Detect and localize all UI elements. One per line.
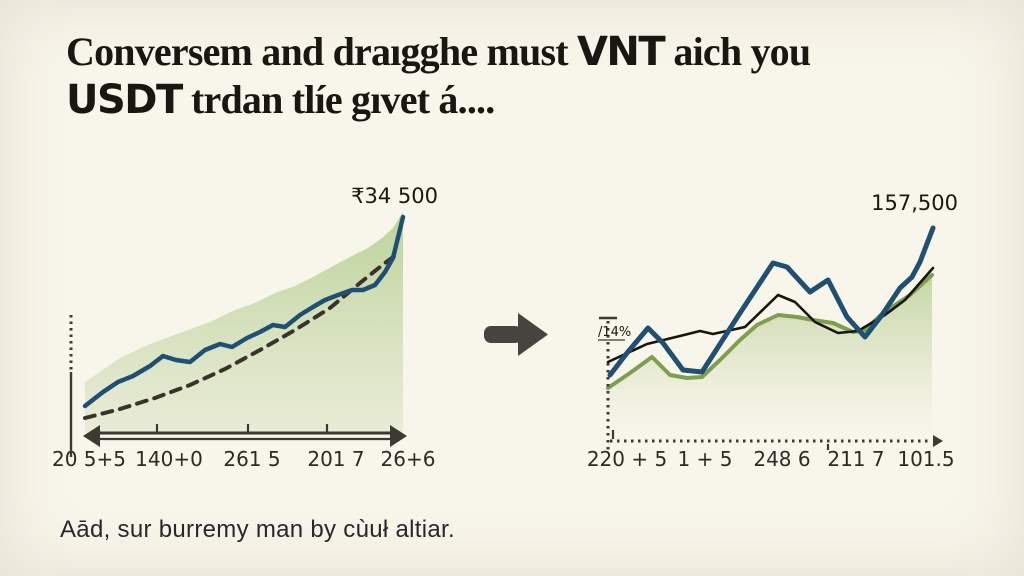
title-line-1: Conversem and draıgghe must VNT aich you xyxy=(66,29,811,75)
transform-arrow-icon xyxy=(484,313,548,356)
y-axis-annotation: /14% xyxy=(598,325,631,340)
right-chart-green-line xyxy=(606,273,934,390)
x-axis-label: 20 5+5 xyxy=(52,447,126,471)
left-chart-green-area xyxy=(85,212,403,435)
right-chart-blue-line xyxy=(607,225,936,378)
x-axis-label: 201 7 xyxy=(307,447,364,471)
caption: Aād, sur burremy man by cùuł altiar. xyxy=(60,516,455,543)
x-axis-label: 220 + 5 xyxy=(587,447,667,471)
x-axis-label: 26+6 xyxy=(381,447,436,471)
left-chart-trend-dashed-line xyxy=(83,250,402,420)
right-chart-green-area xyxy=(608,275,932,435)
x-axis-label: 261 5 xyxy=(223,447,280,471)
left-chart-value-label: ₹34 500 xyxy=(351,184,438,208)
title-line-2: USDT trdan tlíe gıvet á.... xyxy=(66,77,495,123)
x-axis-label: 140+0 xyxy=(135,447,203,471)
left-price-chart: 20 5+5 140+0 261 5 201 7 26+6 ₹34 500 xyxy=(52,184,438,471)
left-chart-price-blue-line xyxy=(82,214,406,409)
right-chart-value-label: 157,500 xyxy=(871,191,958,215)
page-title: Conversem and draıgghe must VNT aich you… xyxy=(66,28,811,124)
x-axis-label: 211 7 xyxy=(827,447,884,471)
x-axis-label: 101.5 xyxy=(897,447,954,471)
x-axis-label: 248 6 xyxy=(753,447,810,471)
x-axis-label: 1 + 5 xyxy=(678,447,733,471)
right-price-chart: 220 + 5 1 + 5 248 6 211 7 101.5/14% 157,500 xyxy=(587,191,958,471)
